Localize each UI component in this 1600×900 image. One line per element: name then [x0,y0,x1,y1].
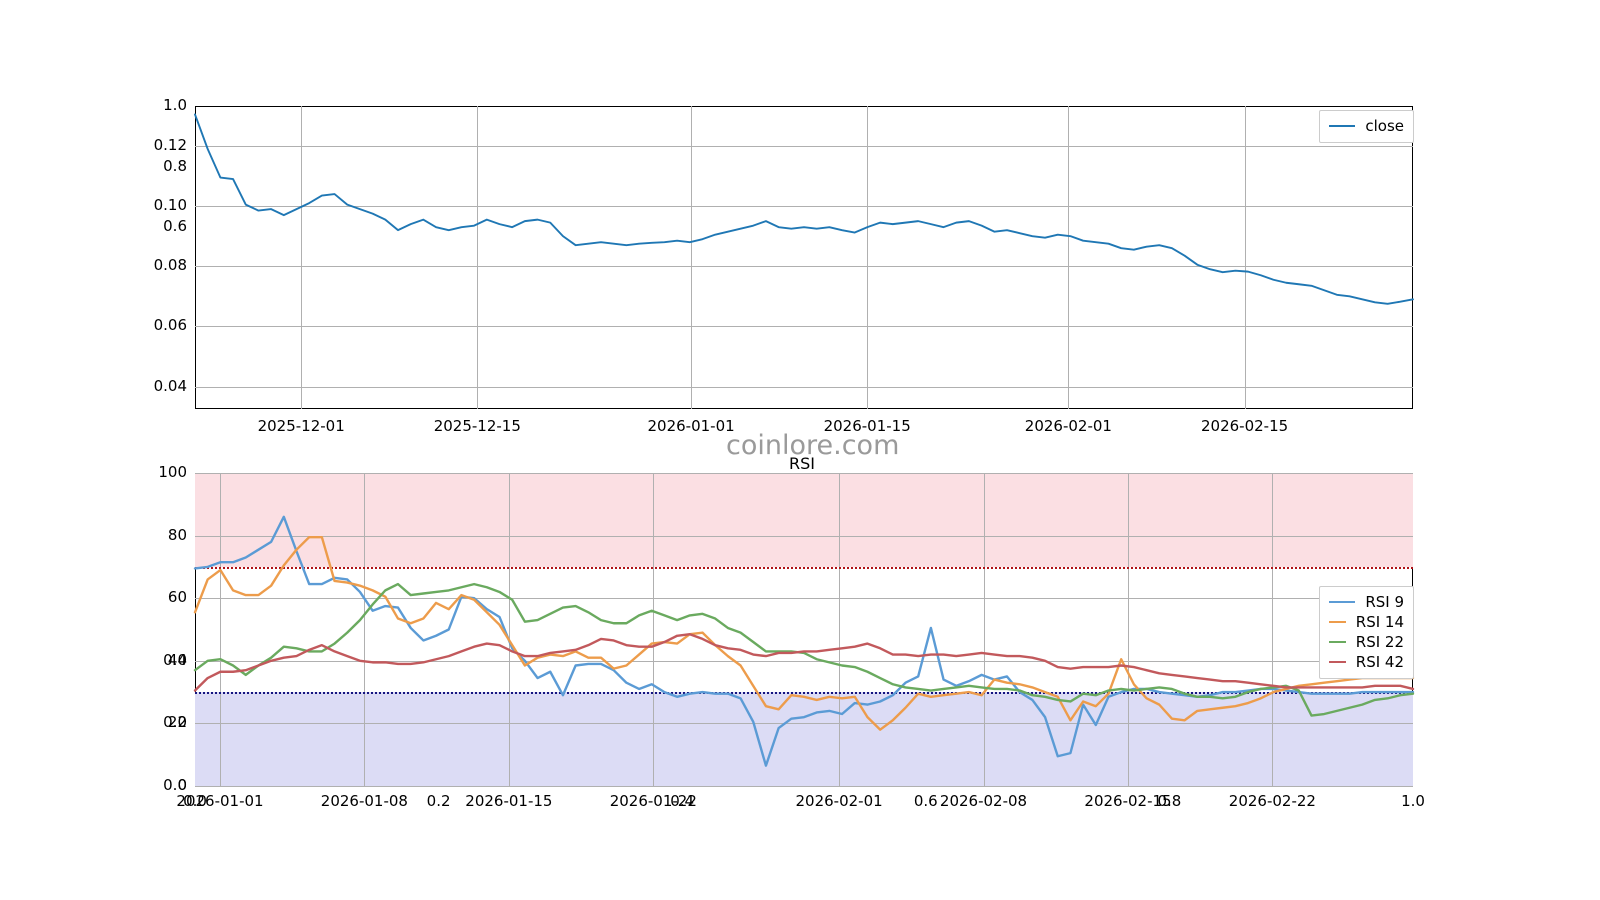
overbought-band [195,473,1413,567]
rsi-x-ticklabel: 2026-02-08 [939,792,1028,810]
rsi-gridline-horizontal [195,473,1413,474]
rsi-x-ticklabel: 2026-02-15 [1084,792,1172,810]
price-x-ticklabel: 2026-01-01 [647,417,735,435]
legend-item-rsi-9[interactable]: RSI 9 [1329,592,1404,612]
rsi-series-rsi-42 [193,632,1415,692]
legend-item-rsi-14[interactable]: RSI 14 [1329,612,1404,632]
rsi-gridline-horizontal [195,660,1413,662]
oversold-band [195,692,1413,786]
legend-label-rsi-22: RSI 22 [1355,633,1404,651]
price-gridline-horizontal [195,266,1413,268]
legend-swatch-rsi-14 [1329,621,1346,623]
rsi-gridline-vertical [1128,473,1129,786]
rsi-gridline-vertical [983,473,985,786]
rsi-overlay-x-ticklabel: 0.2 [426,792,451,810]
legend-item-close[interactable]: close [1329,116,1404,136]
legend-swatch-close [1329,125,1356,127]
rsi-gridline-vertical [1272,473,1274,786]
rsi-x-ticklabel: 2026-01-01 [176,792,264,810]
rsi-overlay-x-ticklabel: 1.0 [1401,792,1425,810]
legend-label-close: close [1365,117,1404,135]
rsi-gridline-horizontal [195,598,1413,600]
rsi-overlay-y-ticklabel: 0.4 [163,650,187,669]
price-overlay-y-ticklabel: 0.8 [163,156,187,175]
price-x-ticklabel: 2025-12-01 [257,417,345,435]
rsi-legend[interactable]: RSI 9 RSI 14 RSI 22 RSI 42 [1319,586,1414,679]
price-chart-axes [194,106,1414,409]
rsi-gridline-vertical [220,473,221,786]
price-x-ticklabel: 2026-01-15 [823,417,911,435]
price-overlay-y-ticklabel: 0.6 [163,217,187,236]
rsi-chart-axes [193,473,1415,787]
rsi-x-ticklabel: 2026-01-08 [320,792,408,810]
legend-item-rsi-42[interactable]: RSI 42 [1329,652,1404,672]
price-y-ticklabel: 0.06 [153,316,187,335]
rsi-y-ticklabel: 100 [158,463,187,481]
price-gridline-vertical [1068,106,1070,409]
rsi-gridline-vertical [508,473,510,786]
watermark-coinlore: coinlore.com [726,430,900,461]
price-gridline-horizontal [195,326,1413,328]
rsi-gridline-vertical [839,473,841,786]
legend-label-rsi-14: RSI 14 [1355,613,1404,631]
legend-item-rsi-22[interactable]: RSI 22 [1329,632,1404,652]
rsi-x-ticklabel: 2026-01-22 [609,792,697,810]
rsi-y-ticklabel: 0 [177,776,187,794]
price-x-ticklabel: 2025-12-15 [433,417,521,435]
price-line-plot [194,113,1414,305]
price-gridline-vertical [867,106,869,409]
rsi-y-ticklabel: 40 [167,650,187,669]
rsi-gridline-vertical [653,473,655,786]
price-gridline-horizontal [195,386,1413,388]
price-x-ticklabel: 2026-02-15 [1201,417,1289,435]
rsi-gridline-horizontal [195,786,1413,787]
rsi-gridline-horizontal [195,723,1413,725]
rsi-panel-title: RSI [789,454,815,473]
rsi-series-rsi-22 [193,582,1415,717]
price-legend[interactable]: close [1319,110,1414,143]
price-y-ticklabel: 0.10 [153,196,187,215]
legend-label-rsi-9: RSI 9 [1365,593,1404,611]
price-y-ticklabel: 0.04 [153,376,187,395]
rsi-y-ticklabel: 60 [167,588,187,607]
oversold-threshold-line [195,692,1413,695]
rsi-overlay-x-ticklabel: 0.0 [183,792,207,810]
rsi-series-rsi-9 [193,515,1415,767]
legend-swatch-rsi-22 [1329,641,1346,643]
price-gridline-horizontal [195,146,1413,147]
rsi-overlay-x-ticklabel: 0.8 [1157,792,1182,810]
price-gridline-vertical [301,106,303,409]
rsi-x-ticklabel: 2026-02-22 [1228,792,1316,810]
price-gridline-vertical [477,106,479,409]
rsi-overlay-x-ticklabel: 0.6 [913,792,938,810]
price-overlay-y-ticklabel: 1.0 [163,96,187,114]
rsi-overlay-y-ticklabel: 0.2 [163,713,187,732]
rsi-overlay-x-ticklabel: 0.4 [670,792,695,810]
price-gridline-vertical [691,106,693,409]
rsi-overlay-y-ticklabel: 0.0 [163,776,187,794]
legend-label-rsi-42: RSI 42 [1355,653,1404,671]
price-x-ticklabel: 2026-02-01 [1024,417,1112,435]
price-axes-frame [195,106,1413,409]
overbought-threshold-line [195,566,1413,569]
price-y-ticklabel: 0.08 [153,256,187,275]
rsi-gridline-vertical [364,473,366,786]
price-gridline-vertical [1244,106,1246,409]
rsi-series-rsi-14 [193,535,1415,731]
price-series-close [194,113,1414,305]
price-y-ticklabel: 0.12 [153,136,187,154]
rsi-line-plot [193,515,1415,767]
legend-swatch-rsi-42 [1329,661,1346,663]
legend-swatch-rsi-9 [1329,601,1356,603]
rsi-x-ticklabel: 2026-02-01 [795,792,883,810]
rsi-y-ticklabel: 20 [167,713,187,732]
rsi-gridline-horizontal [195,535,1413,537]
rsi-y-ticklabel: 80 [167,525,187,544]
price-gridline-horizontal [195,206,1413,208]
rsi-x-ticklabel: 2026-01-15 [465,792,553,810]
